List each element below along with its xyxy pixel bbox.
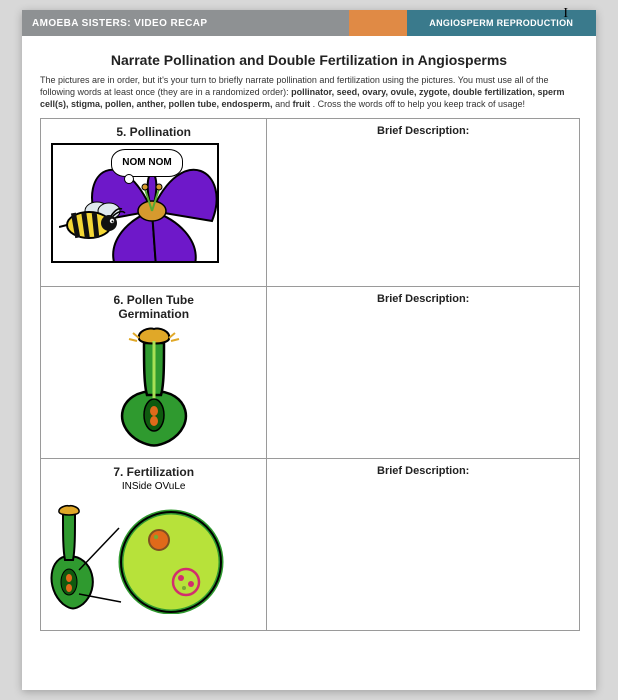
cell-5-left: 5. Pollination: [41, 119, 267, 287]
row5-desc-label: Brief Description:: [275, 125, 571, 137]
header-left-label: AMOEBA SISTERS: VIDEO RECAP: [22, 10, 349, 36]
header-bar: AMOEBA SISTERS: VIDEO RECAP ANGIOSPERM R…: [22, 10, 596, 36]
header-mid-accent: [349, 10, 406, 36]
row7-title: 7. Fertilization: [49, 465, 258, 479]
ovule-zoom-icon: [41, 494, 251, 614]
page-title: Narrate Pollination and Double Fertiliza…: [22, 36, 596, 74]
cell-6-right[interactable]: Brief Description:: [267, 287, 580, 459]
cell-6-left: 6. Pollen Tube Germination I: [41, 287, 267, 459]
cell-7-right[interactable]: Brief Description:: [267, 459, 580, 631]
row6-desc-label: Brief Description:: [275, 293, 571, 305]
text-cursor-icon: I: [563, 6, 568, 22]
fertilization-illustration: [41, 494, 251, 614]
table-row: 6. Pollen Tube Germination I: [41, 287, 580, 459]
row5-title: 5. Pollination: [49, 125, 258, 139]
cell-7-left: 7. Fertilization INSide OVuLe: [41, 459, 267, 631]
pollen-tube-illustration: [99, 325, 209, 447]
worksheet-page: AMOEBA SISTERS: VIDEO RECAP ANGIOSPERM R…: [22, 10, 596, 690]
pollination-illustration: NOM NOM: [51, 143, 219, 263]
row6-subtitle: Germination: [49, 307, 258, 321]
bee-icon: [59, 193, 129, 243]
table-row: 7. Fertilization INSide OVuLe: [41, 459, 580, 631]
table-row: 5. Pollination: [41, 119, 580, 287]
instructions-tail-plain: and: [275, 99, 293, 109]
row7-desc-label: Brief Description:: [275, 465, 571, 477]
instructions-end: . Cross the words off to help you keep t…: [313, 99, 525, 109]
worksheet-table: 5. Pollination: [40, 118, 580, 631]
row7-caption: INSide OVuLe: [49, 481, 258, 492]
row6-title: 6. Pollen Tube: [49, 293, 258, 307]
speech-bubble: NOM NOM: [111, 149, 183, 177]
pistil-icon: [99, 325, 209, 447]
cell-5-right[interactable]: Brief Description:: [267, 119, 580, 287]
instructions-tail-bold: fruit: [293, 99, 311, 109]
instructions-text: The pictures are in order, but it's your…: [22, 74, 596, 114]
